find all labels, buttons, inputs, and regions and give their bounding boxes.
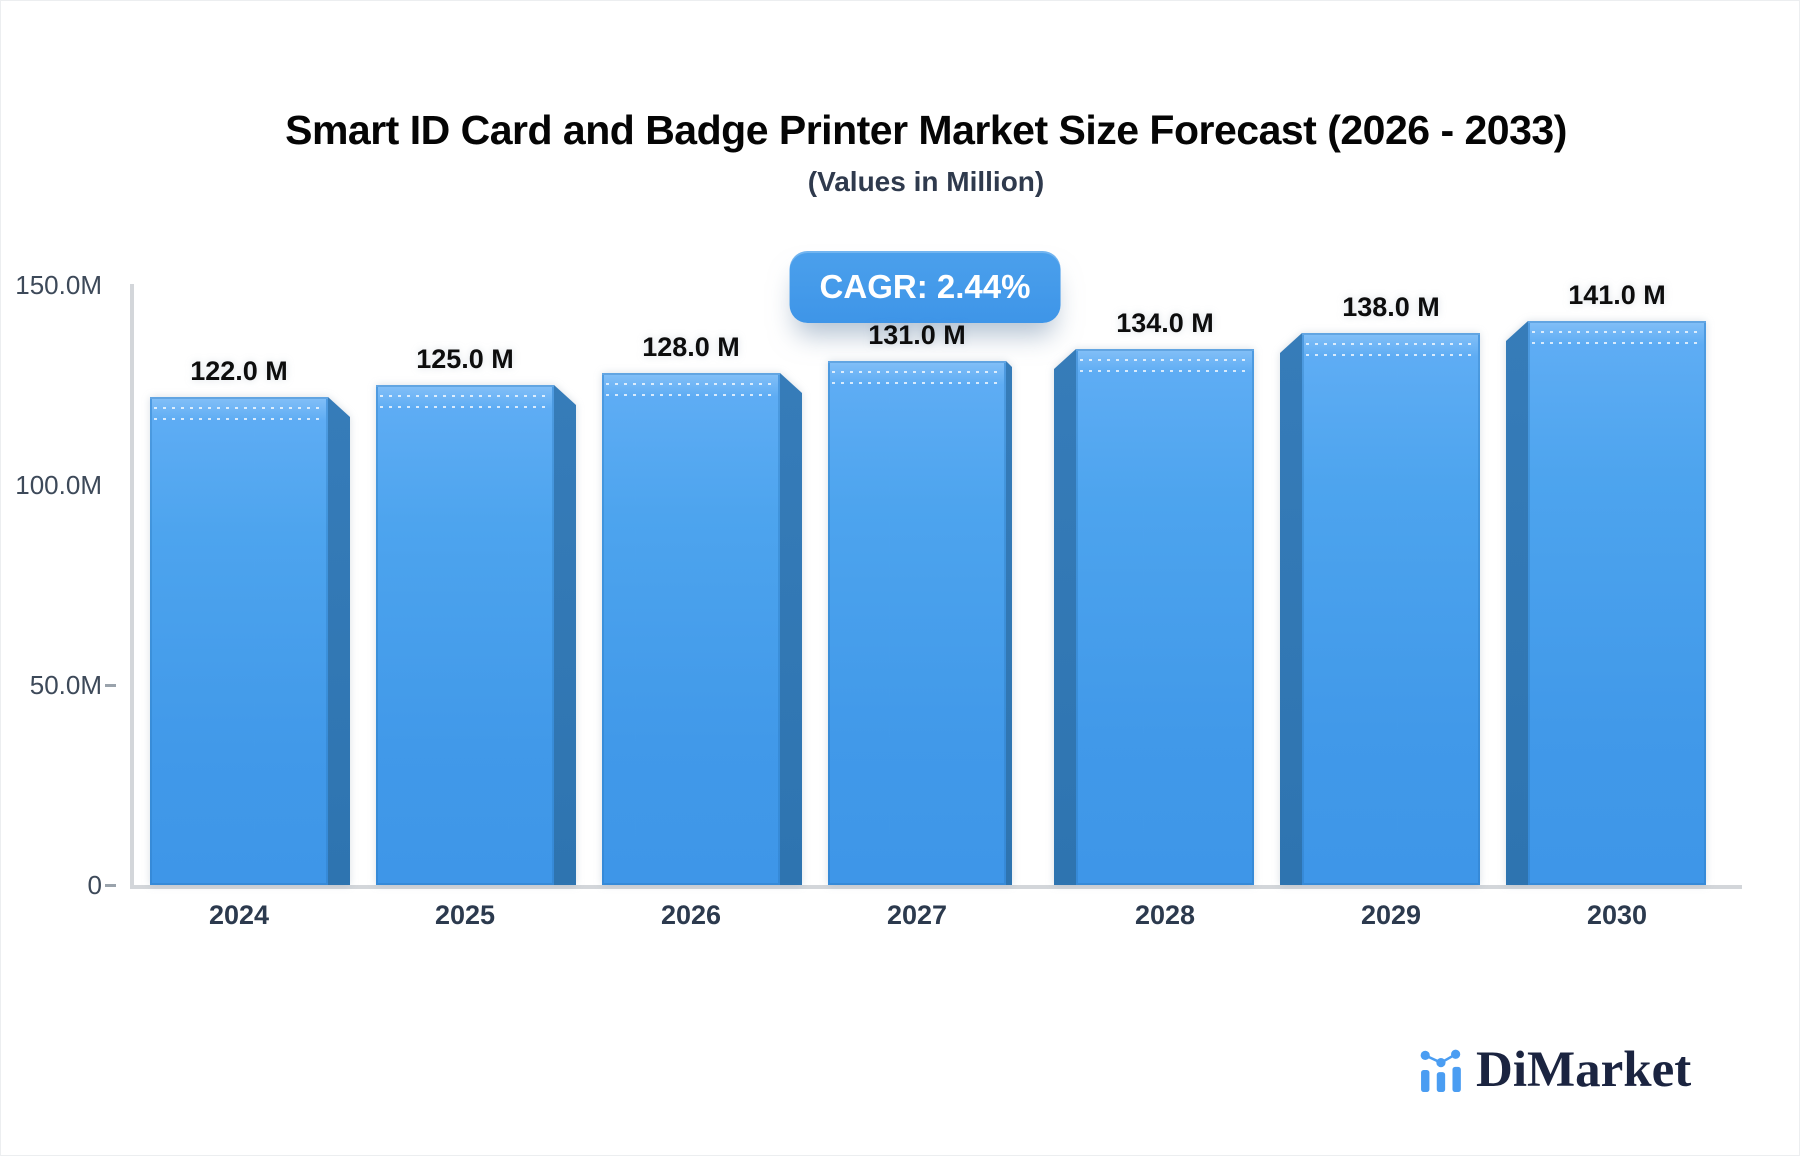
bar-side-face: [328, 397, 350, 885]
bar-top-highlight: [1304, 335, 1478, 357]
x-axis-label: 2025: [434, 900, 496, 930]
bar-top-dotted-line: [832, 382, 1002, 384]
bar-side-face: [1280, 333, 1302, 885]
chart-subtitle: (Values in Million): [807, 166, 1045, 197]
x-axis-label: 2030: [1586, 900, 1648, 930]
bar-group-2030: 141.0 M: [1506, 280, 1706, 885]
bar-top-dotted-line: [606, 394, 776, 396]
y-axis-label: 0: [87, 870, 102, 900]
bar-top-highlight: [1078, 351, 1252, 373]
bar-face: [376, 385, 554, 885]
bar-face: [150, 397, 328, 885]
y-axis-label: 150.0M: [15, 270, 102, 300]
bar-top-highlight: [378, 387, 552, 409]
bar-top-dotted-line: [1532, 342, 1702, 344]
bar-value-label: 138.0 M: [1342, 292, 1440, 322]
y-axis-tick: [105, 884, 116, 887]
bar-top-dotted-line: [154, 407, 324, 409]
bar-face: [1528, 321, 1706, 885]
bar-value-label: 125.0 M: [416, 344, 514, 374]
x-axis-label: 2026: [660, 900, 722, 930]
x-axis-label: 2028: [1134, 900, 1196, 930]
bar-side-face: [780, 373, 802, 885]
dimarket-logo: DiMarket: [1420, 1042, 1691, 1098]
bar-value-label: 122.0 M: [190, 356, 288, 386]
bar-face: [602, 373, 780, 885]
bar-side-face: [1006, 361, 1012, 885]
bar-face: [828, 361, 1006, 885]
bar-group-2025: 125.0 M: [376, 344, 576, 885]
bar-top-dotted-line: [1080, 359, 1250, 361]
bar-top-dotted-line: [1306, 343, 1476, 345]
bar-group-2027: 131.0 M: [828, 320, 1012, 885]
bar-top-dotted-line: [1080, 370, 1250, 372]
x-axis-baseline: [130, 885, 1742, 889]
bar-value-label: 128.0 M: [642, 332, 740, 362]
x-axis-label: 2024: [208, 900, 270, 930]
bar-top-highlight: [604, 375, 778, 397]
y-axis-label: 50.0M: [29, 670, 102, 700]
bar-top-highlight: [152, 399, 326, 421]
bar-value-label: 134.0 M: [1116, 308, 1214, 338]
bar-top-dotted-line: [1532, 331, 1702, 333]
bar-top-highlight: [1530, 323, 1704, 345]
cagr-badge: CAGR: 2.44%: [789, 251, 1061, 323]
chart-title: Smart ID Card and Badge Printer Market S…: [285, 107, 1567, 153]
x-axis-label: 2027: [886, 900, 948, 930]
bar-value-label: 141.0 M: [1568, 280, 1666, 310]
bar-top-dotted-line: [832, 371, 1002, 373]
bar-side-face: [554, 385, 576, 885]
bar-face: [1076, 349, 1254, 885]
logo-text: DiMarket: [1476, 1042, 1692, 1098]
bar-chart-trend-icon: [1420, 1049, 1461, 1092]
bar-side-face: [1506, 321, 1528, 885]
y-axis-line: [130, 284, 134, 889]
y-axis-tick: [105, 684, 116, 687]
bar-group-2024: 122.0 M: [150, 356, 350, 885]
bar-value-label: 131.0 M: [868, 320, 966, 350]
bar-face: [1302, 333, 1480, 885]
x-axis-label: 2029: [1360, 900, 1422, 930]
bar-top-dotted-line: [606, 383, 776, 385]
y-axis-label: 100.0M: [15, 470, 102, 500]
bar-top-dotted-line: [380, 406, 550, 408]
bar-top-dotted-line: [154, 418, 324, 420]
bar-group-2026: 128.0 M: [602, 332, 802, 885]
bar-side-face: [1054, 349, 1076, 885]
bar-group-2029: 138.0 M: [1280, 292, 1480, 885]
bar-group-2028: 134.0 M: [1054, 308, 1254, 885]
bar-top-dotted-line: [1306, 354, 1476, 356]
bar-top-highlight: [830, 363, 1004, 385]
bar-top-dotted-line: [380, 395, 550, 397]
